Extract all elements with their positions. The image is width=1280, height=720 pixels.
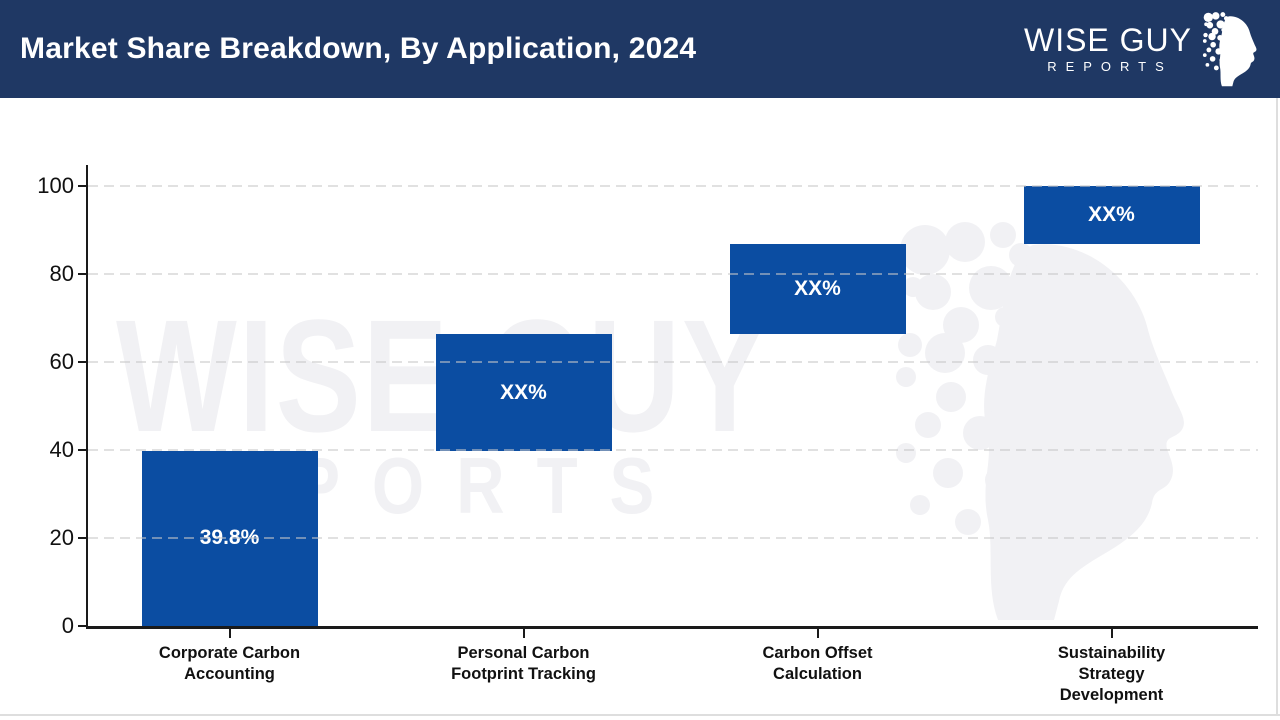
x-tick-4 bbox=[1110, 629, 1113, 638]
logo-wordmark-text: WISE GUY bbox=[1023, 22, 1192, 58]
page-title: Market Share Breakdown, By Application, … bbox=[20, 32, 697, 65]
x-tick-3 bbox=[816, 629, 819, 638]
gridline-60 bbox=[88, 361, 1258, 363]
y-axis bbox=[86, 165, 88, 629]
category-label-2: Personal Carbon Footprint Tracking bbox=[451, 644, 596, 683]
right-edge-line bbox=[1276, 98, 1278, 716]
y-tick-label-20: 20 bbox=[49, 525, 74, 550]
y-tick-20 bbox=[78, 537, 88, 539]
chart-area: WISE GUY REPORTS 0 20 40 60 80 100 39.8% XX% XX%… bbox=[0, 98, 1280, 720]
y-tick-40 bbox=[78, 449, 88, 451]
bar-value-label-4: XX% bbox=[1088, 203, 1135, 227]
y-tick-label-80: 80 bbox=[49, 261, 74, 286]
gridline-40 bbox=[88, 449, 1258, 451]
y-tick-100 bbox=[78, 185, 88, 187]
category-label-1: Corporate Carbon Accounting bbox=[158, 644, 301, 683]
gridline-100 bbox=[88, 185, 1258, 187]
category-label-4: Sustainability Strategy Development bbox=[1057, 644, 1166, 704]
y-tick-label-0: 0 bbox=[61, 613, 74, 638]
bottom-edge-line bbox=[0, 714, 1280, 716]
logo-wordmark: WISE GUY REPORTS bbox=[1024, 24, 1192, 74]
x-axis bbox=[86, 626, 1258, 629]
bar-segment-4: XX% bbox=[1023, 186, 1200, 245]
y-tick-label-60: 60 bbox=[49, 349, 74, 374]
y-tick-80 bbox=[78, 273, 88, 275]
y-tick-60 bbox=[78, 361, 88, 363]
y-tick-0 bbox=[78, 625, 88, 627]
x-tick-2 bbox=[522, 629, 525, 638]
x-tick-1 bbox=[228, 629, 231, 638]
logo-subtext: REPORTS bbox=[1047, 59, 1173, 74]
y-tick-label-40: 40 bbox=[49, 437, 74, 462]
logo-head-icon bbox=[1202, 12, 1257, 87]
header: Market Share Breakdown, By Application, … bbox=[0, 0, 1280, 98]
y-tick-label-100: 100 bbox=[37, 173, 74, 198]
watermark-head-icon bbox=[896, 222, 1184, 620]
category-label-3: Carbon Offset Calculation bbox=[762, 644, 873, 683]
gridline-80 bbox=[88, 273, 1258, 275]
bar-segment-3: XX% bbox=[729, 244, 906, 335]
bar-value-label-3: XX% bbox=[794, 277, 841, 301]
bar-value-label-2: XX% bbox=[500, 380, 547, 404]
bar-segment-2: XX% bbox=[435, 334, 612, 451]
wise-guy-logo: WISE GUY REPORTS bbox=[1024, 0, 1274, 98]
gridline-20 bbox=[88, 537, 1258, 539]
